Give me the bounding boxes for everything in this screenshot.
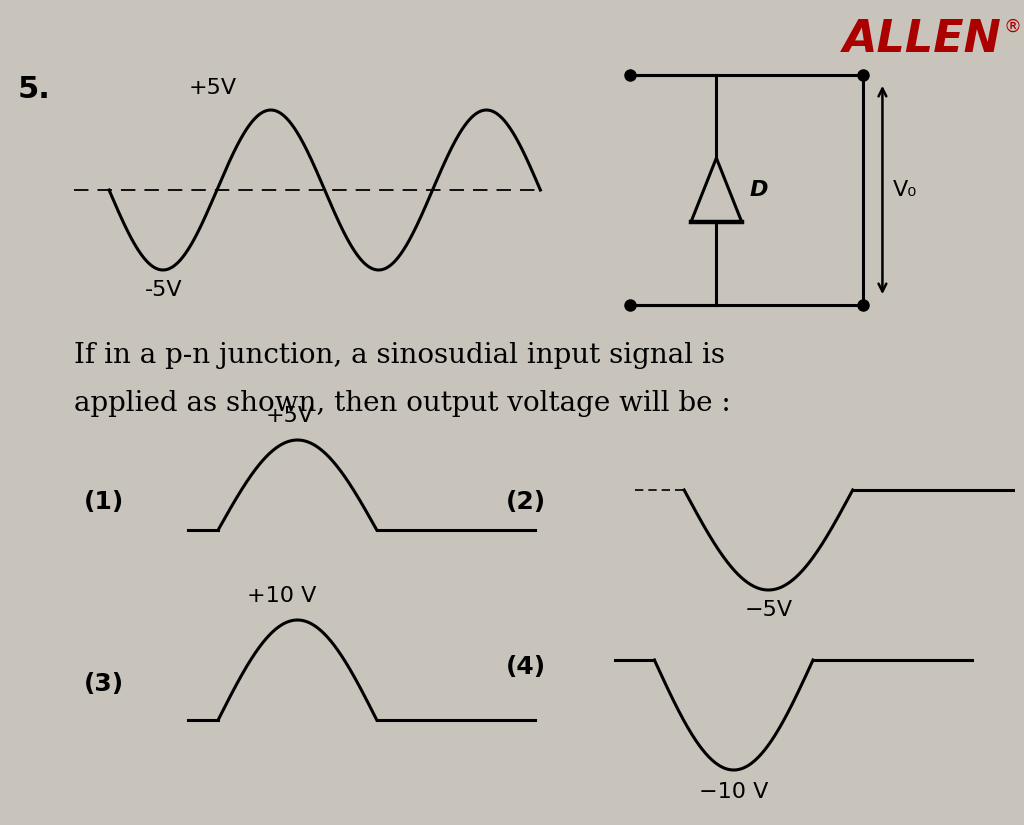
Text: +10 V: +10 V: [247, 586, 316, 606]
Text: ALLEN: ALLEN: [843, 18, 1001, 61]
Text: V₀: V₀: [892, 180, 916, 200]
Text: If in a p-n junction, a sinosudial input signal is: If in a p-n junction, a sinosudial input…: [75, 342, 725, 369]
Text: (2): (2): [506, 490, 546, 514]
Text: −10 V: −10 V: [699, 782, 768, 802]
Text: applied as shown, then output voltage will be :: applied as shown, then output voltage wi…: [75, 390, 731, 417]
Text: D: D: [750, 180, 768, 200]
Text: (1): (1): [84, 490, 125, 514]
Text: -5V: -5V: [144, 280, 182, 300]
Text: +5V: +5V: [189, 78, 238, 98]
Text: (3): (3): [84, 672, 124, 696]
Text: −5V: −5V: [744, 600, 793, 620]
Text: +5V: +5V: [265, 406, 313, 426]
Text: (4): (4): [506, 655, 546, 679]
Text: 5.: 5.: [17, 75, 51, 104]
Text: ®: ®: [1004, 18, 1021, 36]
